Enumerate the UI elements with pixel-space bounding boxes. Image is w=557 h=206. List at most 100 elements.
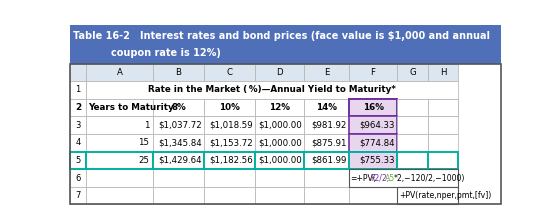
- Bar: [305, 169, 349, 187]
- Bar: [86, 169, 153, 187]
- Text: 10%: 10%: [219, 103, 240, 112]
- Bar: [305, 116, 349, 134]
- Text: 16%: 16%: [363, 103, 384, 112]
- Bar: [255, 64, 305, 81]
- Bar: [349, 152, 397, 169]
- Bar: [428, 64, 458, 81]
- Text: $981.92: $981.92: [311, 121, 347, 130]
- Bar: [255, 152, 305, 169]
- Bar: [86, 116, 153, 134]
- Text: $1,153.72: $1,153.72: [209, 138, 253, 147]
- Bar: [153, 169, 204, 187]
- Bar: [305, 99, 349, 116]
- Text: 12%: 12%: [269, 103, 290, 112]
- Text: 25: 25: [139, 156, 149, 165]
- Text: Rate in the Market ( %)—Annual Yield to Maturity*: Rate in the Market ( %)—Annual Yield to …: [148, 85, 396, 95]
- Text: 1: 1: [144, 121, 149, 130]
- Bar: [305, 99, 349, 116]
- Text: $1,037.72: $1,037.72: [158, 121, 202, 130]
- Text: Years to Maturity: Years to Maturity: [88, 103, 174, 112]
- Bar: [204, 99, 255, 116]
- Bar: [349, 99, 397, 116]
- Text: Table 16-2   Interest rates and bond prices (face value is $1,000 and annual: Table 16-2 Interest rates and bond price…: [73, 31, 490, 41]
- Bar: [153, 99, 204, 116]
- Bar: [153, 116, 204, 134]
- Bar: [255, 187, 305, 204]
- Text: 2: 2: [75, 103, 81, 112]
- Text: C: C: [226, 68, 232, 77]
- Bar: [305, 64, 349, 81]
- Bar: [70, 64, 501, 204]
- Bar: [255, 99, 305, 116]
- Bar: [397, 152, 428, 169]
- Bar: [349, 169, 458, 187]
- Text: Years to Maturity: Years to Maturity: [138, 103, 224, 112]
- Bar: [70, 25, 501, 64]
- Bar: [305, 152, 349, 169]
- Bar: [153, 187, 204, 204]
- Text: $774.84: $774.84: [359, 138, 395, 147]
- Text: $861.99: $861.99: [311, 156, 347, 165]
- Text: 10%: 10%: [219, 103, 240, 112]
- Text: 12%: 12%: [269, 103, 290, 112]
- Bar: [204, 116, 255, 134]
- Text: A5: A5: [385, 173, 395, 183]
- Bar: [255, 134, 305, 152]
- Text: 8%: 8%: [171, 103, 186, 112]
- Text: 14%: 14%: [316, 103, 337, 112]
- Text: 1: 1: [75, 85, 80, 95]
- Bar: [428, 152, 458, 169]
- Bar: [70, 169, 86, 187]
- Text: G: G: [409, 68, 416, 77]
- Bar: [255, 169, 305, 187]
- Bar: [397, 116, 428, 134]
- Text: 16%: 16%: [363, 103, 384, 112]
- Bar: [153, 64, 204, 81]
- Bar: [70, 134, 86, 152]
- Text: 4: 4: [75, 138, 80, 147]
- Bar: [86, 99, 153, 116]
- Bar: [86, 99, 153, 116]
- Text: 8%: 8%: [171, 103, 186, 112]
- Bar: [86, 152, 153, 169]
- Text: A: A: [116, 68, 123, 77]
- Text: F2/2,: F2/2,: [370, 173, 390, 183]
- Bar: [428, 134, 458, 152]
- Text: 6: 6: [75, 173, 81, 183]
- Bar: [397, 169, 428, 187]
- Bar: [86, 134, 153, 152]
- Text: 5: 5: [75, 156, 80, 165]
- Bar: [349, 99, 397, 116]
- Text: $964.33: $964.33: [360, 121, 395, 130]
- Text: $1,018.59: $1,018.59: [209, 121, 253, 130]
- Bar: [349, 187, 397, 204]
- Text: $1,345.84: $1,345.84: [158, 138, 202, 147]
- Text: F: F: [370, 68, 375, 77]
- Bar: [70, 64, 86, 81]
- Bar: [255, 116, 305, 134]
- Bar: [204, 152, 255, 169]
- Text: H: H: [440, 68, 447, 77]
- Text: D: D: [276, 68, 283, 77]
- Bar: [349, 116, 397, 134]
- Bar: [204, 64, 255, 81]
- Bar: [305, 134, 349, 152]
- Bar: [70, 116, 86, 134]
- Bar: [204, 134, 255, 152]
- Text: +PV(rate,nper,pmt,[fv]): +PV(rate,nper,pmt,[fv]): [399, 191, 492, 200]
- Bar: [428, 169, 458, 187]
- Bar: [397, 187, 458, 204]
- Bar: [153, 152, 204, 169]
- Bar: [428, 99, 458, 116]
- Bar: [397, 64, 428, 81]
- Bar: [397, 99, 428, 116]
- Bar: [397, 134, 428, 152]
- Text: 15: 15: [139, 138, 149, 147]
- Text: coupon rate is 12%): coupon rate is 12%): [111, 48, 221, 58]
- Bar: [86, 64, 153, 81]
- Bar: [397, 187, 428, 204]
- Text: $1,182.56: $1,182.56: [209, 156, 253, 165]
- Text: *2,−120/2,−1000): *2,−120/2,−1000): [393, 173, 465, 183]
- Bar: [397, 99, 428, 116]
- Bar: [70, 81, 86, 99]
